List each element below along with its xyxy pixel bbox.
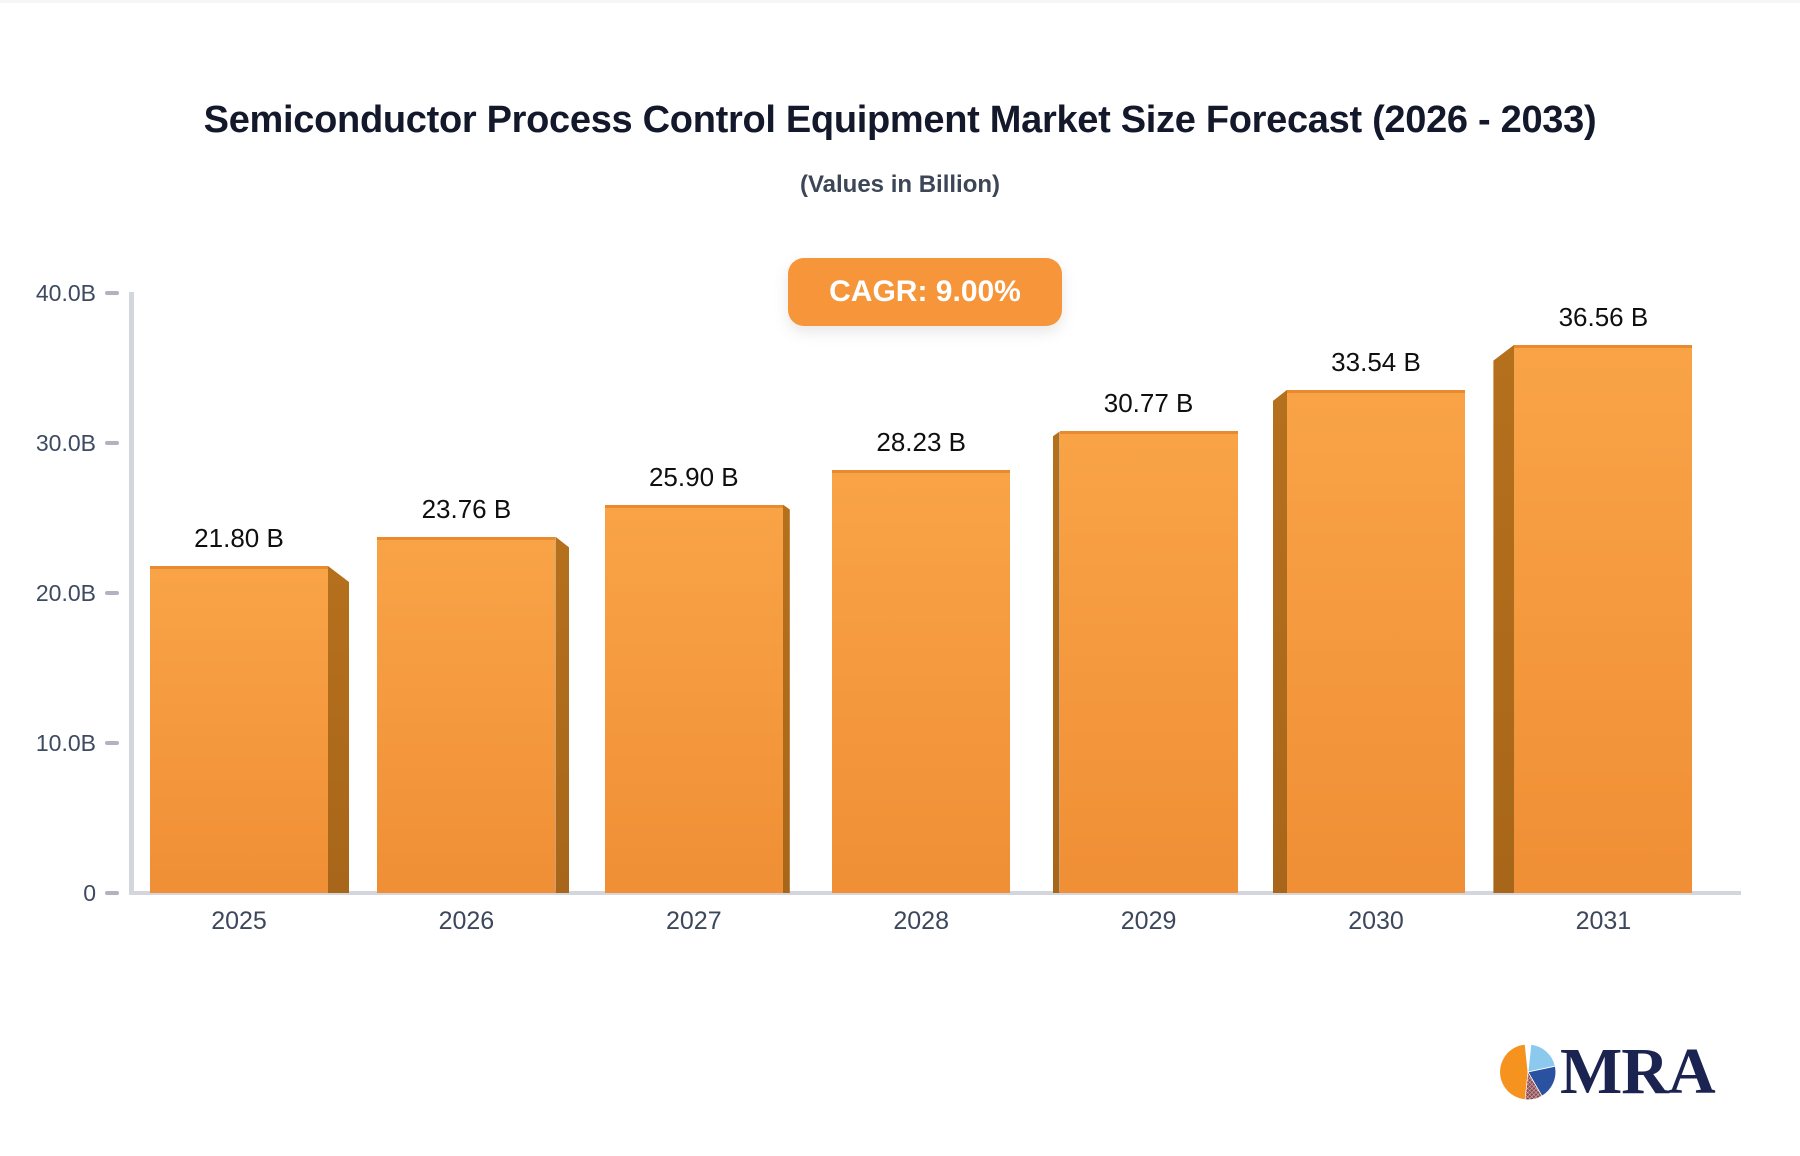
y-axis-tick-mark [105,591,119,595]
bar-side-face [782,504,790,893]
bar-2030 [1287,389,1465,893]
y-axis-tick-label: 40.0B [35,280,96,306]
x-axis-label-2029: 2029 [1120,907,1177,935]
x-axis-line [129,891,1741,895]
pie-slice-hatched [1524,1070,1543,1101]
bar-2029 [1059,431,1238,893]
x-axis-label-2026: 2026 [438,907,495,935]
y-axis-tick-label: 20.0B [35,580,96,606]
bar-value-label: 33.54 B [1331,346,1421,377]
y-axis-tick-mark [105,441,119,445]
x-axis-label-2025: 2025 [211,907,267,935]
bar-2031 [1514,344,1693,893]
bar-value-label: 28.23 B [876,426,966,457]
x-axis-label-2030: 2030 [1348,907,1404,935]
bar-side-face [1052,431,1060,893]
bar-value-label: 36.56 B [1558,301,1649,332]
bar-side-face [555,536,570,893]
bar-side-face [1273,389,1287,893]
cagr-badge-label: CAGR: 9.00% [829,275,1021,308]
x-axis-label-2028: 2028 [893,907,949,935]
y-axis-tick-mark [105,741,119,745]
x-axis-label-2027: 2027 [665,907,722,935]
bar-value-label: 25.90 B [648,461,739,492]
bar-value-label: 23.76 B [421,493,512,524]
bar-side-face [328,566,349,893]
y-axis-tick-mark [105,891,119,895]
mra-logo-text: MRA [1560,1035,1716,1108]
chart-subtitle: (Values in Billion) [799,171,1001,198]
bar-2028 [832,469,1011,893]
bar-2027 [604,504,783,893]
bar-value-label: 30.77 B [1103,388,1194,419]
bar-chart: 40.0B 30.0B 20.0B 10.0B 0 21.80 B 2025 23.76 B 2… [0,3,1800,1156]
page-title: Semiconductor Process Control Equipment … [203,99,1597,141]
y-axis-tick-label: 30.0B [35,430,96,456]
bar-2025 [150,566,328,893]
y-axis-tick-label: 10.0B [35,730,96,756]
mra-logo: MRA [1499,1035,1716,1108]
y-axis-tick-label: 0 [83,880,96,906]
bar-2026 [377,536,556,893]
bar-side-face [1493,344,1515,893]
cagr-badge: CAGR: 9.00% [788,258,1062,326]
x-axis-label-2031: 2031 [1575,907,1632,935]
y-axis-line [129,292,134,894]
pie-chart-icon [1499,1043,1557,1101]
y-axis-tick-mark [105,291,119,295]
bar-value-label: 21.80 B [194,523,284,553]
